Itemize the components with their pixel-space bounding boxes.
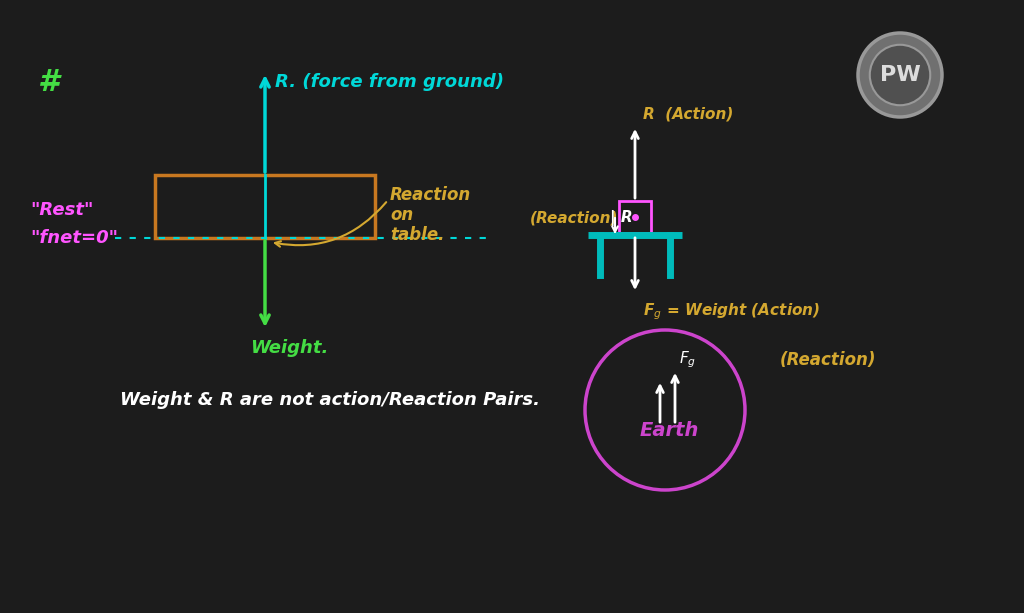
Text: R  (Action): R (Action) xyxy=(643,106,733,121)
Text: Earth: Earth xyxy=(640,421,699,440)
Bar xyxy=(155,175,375,238)
Text: on: on xyxy=(390,206,414,224)
Text: (Reaction): (Reaction) xyxy=(780,351,877,369)
Text: "Rest": "Rest" xyxy=(30,201,93,219)
Text: Weight & R are not action/Reaction Pairs.: Weight & R are not action/Reaction Pairs… xyxy=(120,391,540,409)
Circle shape xyxy=(858,33,942,117)
Text: "fnet=0": "fnet=0" xyxy=(30,229,118,247)
Text: R. (force from ground): R. (force from ground) xyxy=(275,73,504,91)
Circle shape xyxy=(869,45,930,105)
Text: PW: PW xyxy=(880,65,921,85)
Text: (Reaction): (Reaction) xyxy=(530,210,618,226)
Text: F$_g$: F$_g$ xyxy=(679,349,696,370)
Text: Reaction: Reaction xyxy=(390,186,471,204)
Text: Weight.: Weight. xyxy=(250,339,329,357)
Text: F$_g$ = Weight (Action): F$_g$ = Weight (Action) xyxy=(643,301,820,322)
Bar xyxy=(618,201,651,233)
Text: | R: | R xyxy=(610,210,633,226)
Text: #: # xyxy=(37,68,58,97)
Text: table.: table. xyxy=(390,226,444,244)
